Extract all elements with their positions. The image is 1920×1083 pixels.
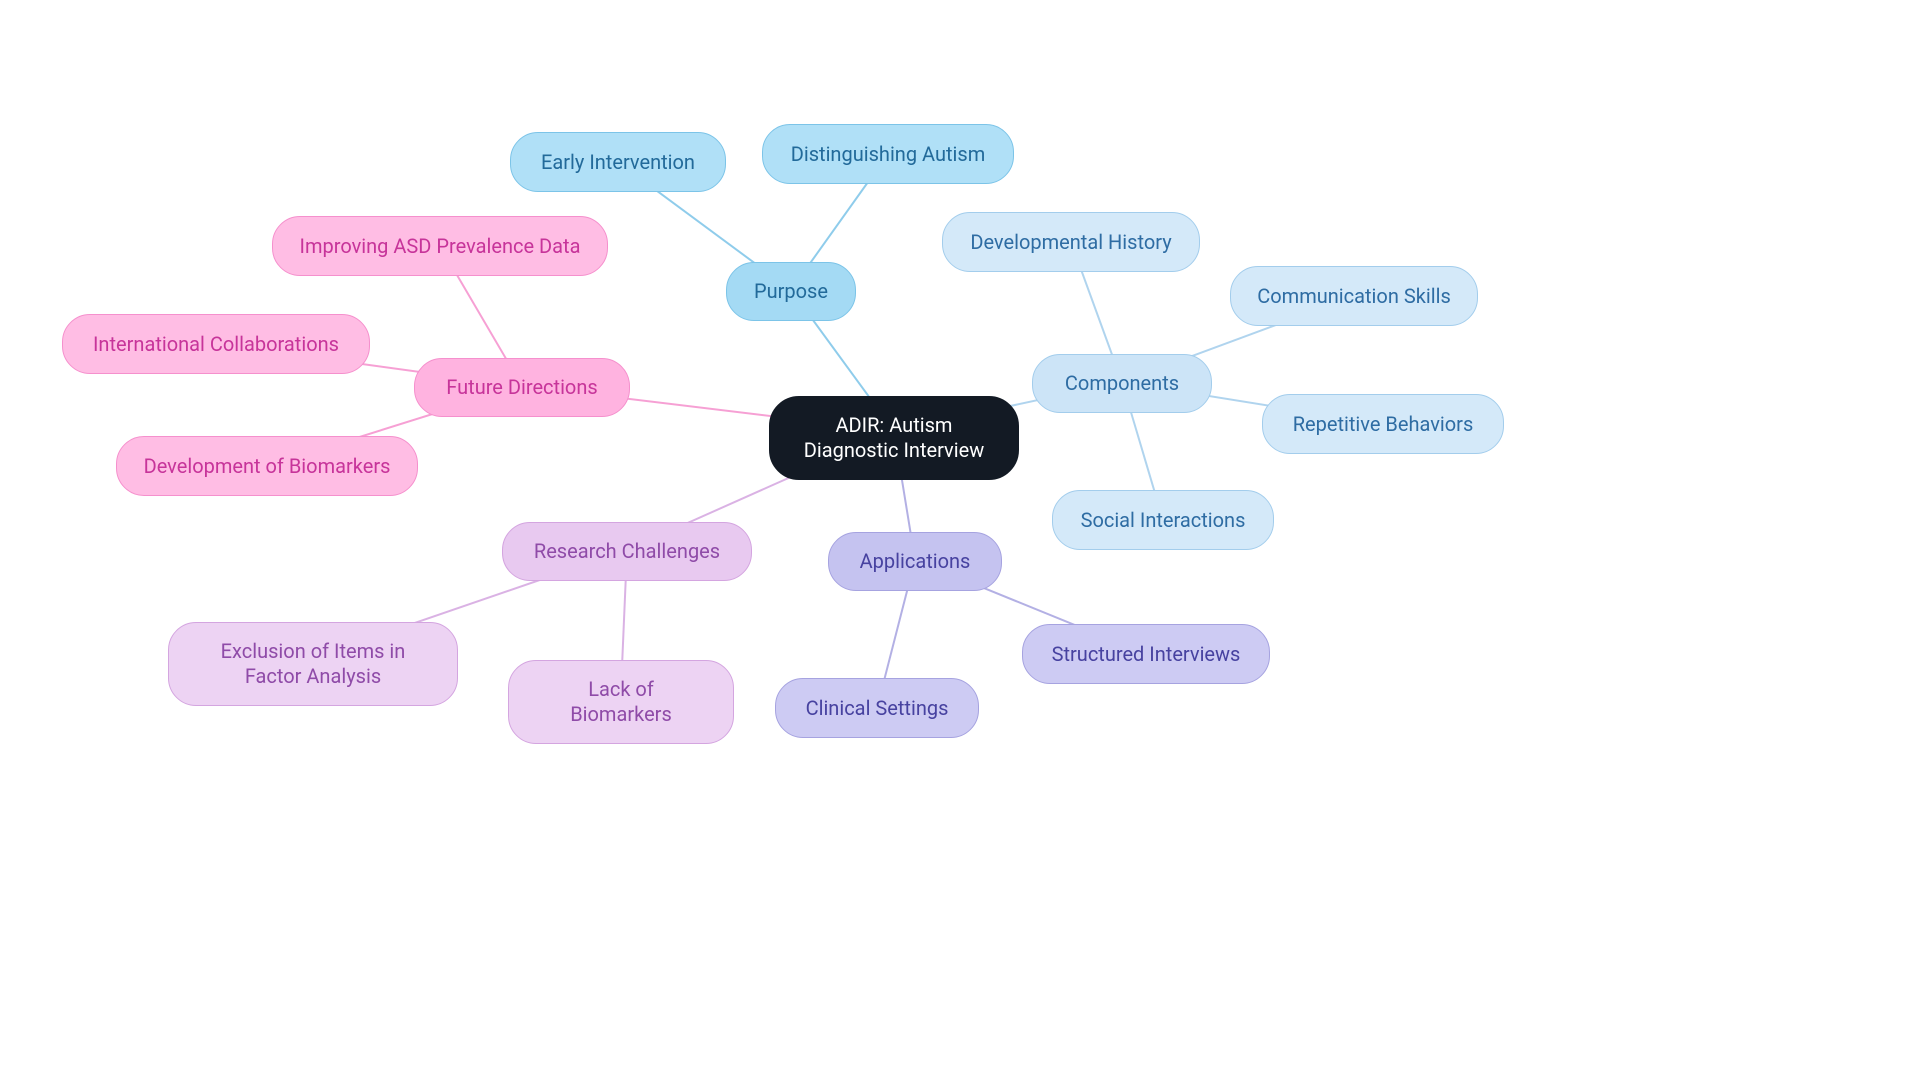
branch-research: Research Challenges xyxy=(502,522,752,581)
node-label: Structured Interviews xyxy=(1052,642,1241,667)
node-label: Development of Biomarkers xyxy=(144,454,391,479)
leaf-components-0: Developmental History xyxy=(942,212,1200,272)
node-label: Exclusion of Items in Factor Analysis xyxy=(195,639,431,689)
leaf-purpose-1: Distinguishing Autism xyxy=(762,124,1014,184)
node-label: Social Interactions xyxy=(1081,508,1246,533)
node-label: Repetitive Behaviors xyxy=(1293,412,1474,437)
node-label: International Collaborations xyxy=(93,332,339,357)
leaf-future-0: Improving ASD Prevalence Data xyxy=(272,216,608,276)
leaf-research-1: Lack of Biomarkers xyxy=(508,660,734,744)
leaf-applications-0: Clinical Settings xyxy=(775,678,979,738)
node-label: Future Directions xyxy=(446,375,597,400)
node-label: Research Challenges xyxy=(534,539,720,564)
leaf-applications-1: Structured Interviews xyxy=(1022,624,1270,684)
node-label: Purpose xyxy=(754,279,828,304)
node-label: Developmental History xyxy=(970,230,1171,255)
node-label: Clinical Settings xyxy=(806,696,949,721)
node-label: Applications xyxy=(860,549,971,574)
leaf-future-1: International Collaborations xyxy=(62,314,370,374)
leaf-research-0: Exclusion of Items in Factor Analysis xyxy=(168,622,458,706)
center-node: ADIR: Autism Diagnostic Interview xyxy=(769,396,1019,480)
branch-applications: Applications xyxy=(828,532,1002,591)
leaf-components-3: Social Interactions xyxy=(1052,490,1274,550)
branch-future: Future Directions xyxy=(414,358,630,417)
leaf-components-2: Repetitive Behaviors xyxy=(1262,394,1504,454)
leaf-future-2: Development of Biomarkers xyxy=(116,436,418,496)
node-label: Lack of Biomarkers xyxy=(535,677,707,727)
node-label: Distinguishing Autism xyxy=(791,142,986,167)
node-label: Components xyxy=(1065,371,1179,396)
node-label: Improving ASD Prevalence Data xyxy=(300,234,581,259)
leaf-components-1: Communication Skills xyxy=(1230,266,1478,326)
node-label: Early Intervention xyxy=(541,150,695,175)
node-label: Communication Skills xyxy=(1257,284,1451,309)
node-label: ADIR: Autism Diagnostic Interview xyxy=(796,413,992,463)
branch-purpose: Purpose xyxy=(726,262,856,321)
branch-components: Components xyxy=(1032,354,1212,413)
leaf-purpose-0: Early Intervention xyxy=(510,132,726,192)
